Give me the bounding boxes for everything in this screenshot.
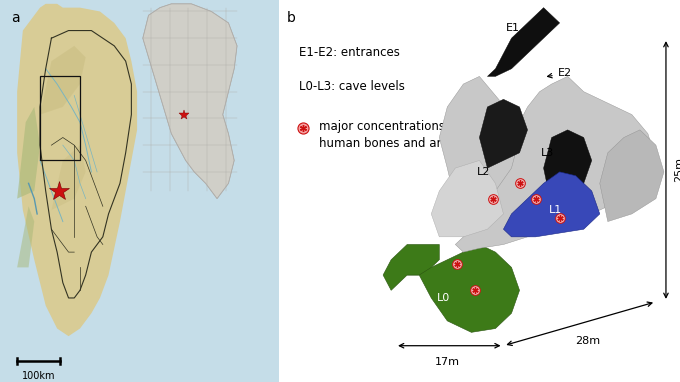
Polygon shape	[17, 206, 34, 267]
Text: major concentrations of
human bones and artefacts: major concentrations of human bones and …	[319, 120, 482, 151]
Polygon shape	[543, 130, 592, 206]
Polygon shape	[17, 4, 137, 336]
Text: L1: L1	[549, 205, 562, 215]
Polygon shape	[52, 145, 86, 210]
Text: 25m: 25m	[674, 157, 680, 183]
Text: L0: L0	[437, 293, 450, 303]
Bar	[40, 76, 80, 160]
Text: L2: L2	[477, 167, 490, 177]
Text: a: a	[12, 11, 20, 26]
Text: E1: E1	[505, 23, 520, 47]
Text: L0-L3: cave levels: L0-L3: cave levels	[299, 80, 405, 93]
Polygon shape	[17, 107, 40, 199]
Polygon shape	[503, 172, 600, 237]
Polygon shape	[439, 76, 520, 237]
Polygon shape	[40, 46, 86, 115]
Text: 28m: 28m	[575, 336, 600, 346]
Text: 100km: 100km	[22, 371, 55, 380]
Text: L3: L3	[541, 148, 554, 158]
Polygon shape	[431, 160, 503, 237]
Polygon shape	[488, 8, 560, 76]
Text: E2: E2	[547, 68, 572, 78]
Text: b: b	[287, 11, 296, 26]
Text: 17m: 17m	[435, 357, 460, 367]
Polygon shape	[143, 4, 237, 199]
Polygon shape	[407, 244, 520, 332]
Polygon shape	[383, 244, 439, 290]
Polygon shape	[479, 99, 528, 168]
Polygon shape	[456, 76, 656, 252]
Text: E1-E2: entrances: E1-E2: entrances	[299, 46, 400, 59]
Polygon shape	[600, 130, 664, 222]
